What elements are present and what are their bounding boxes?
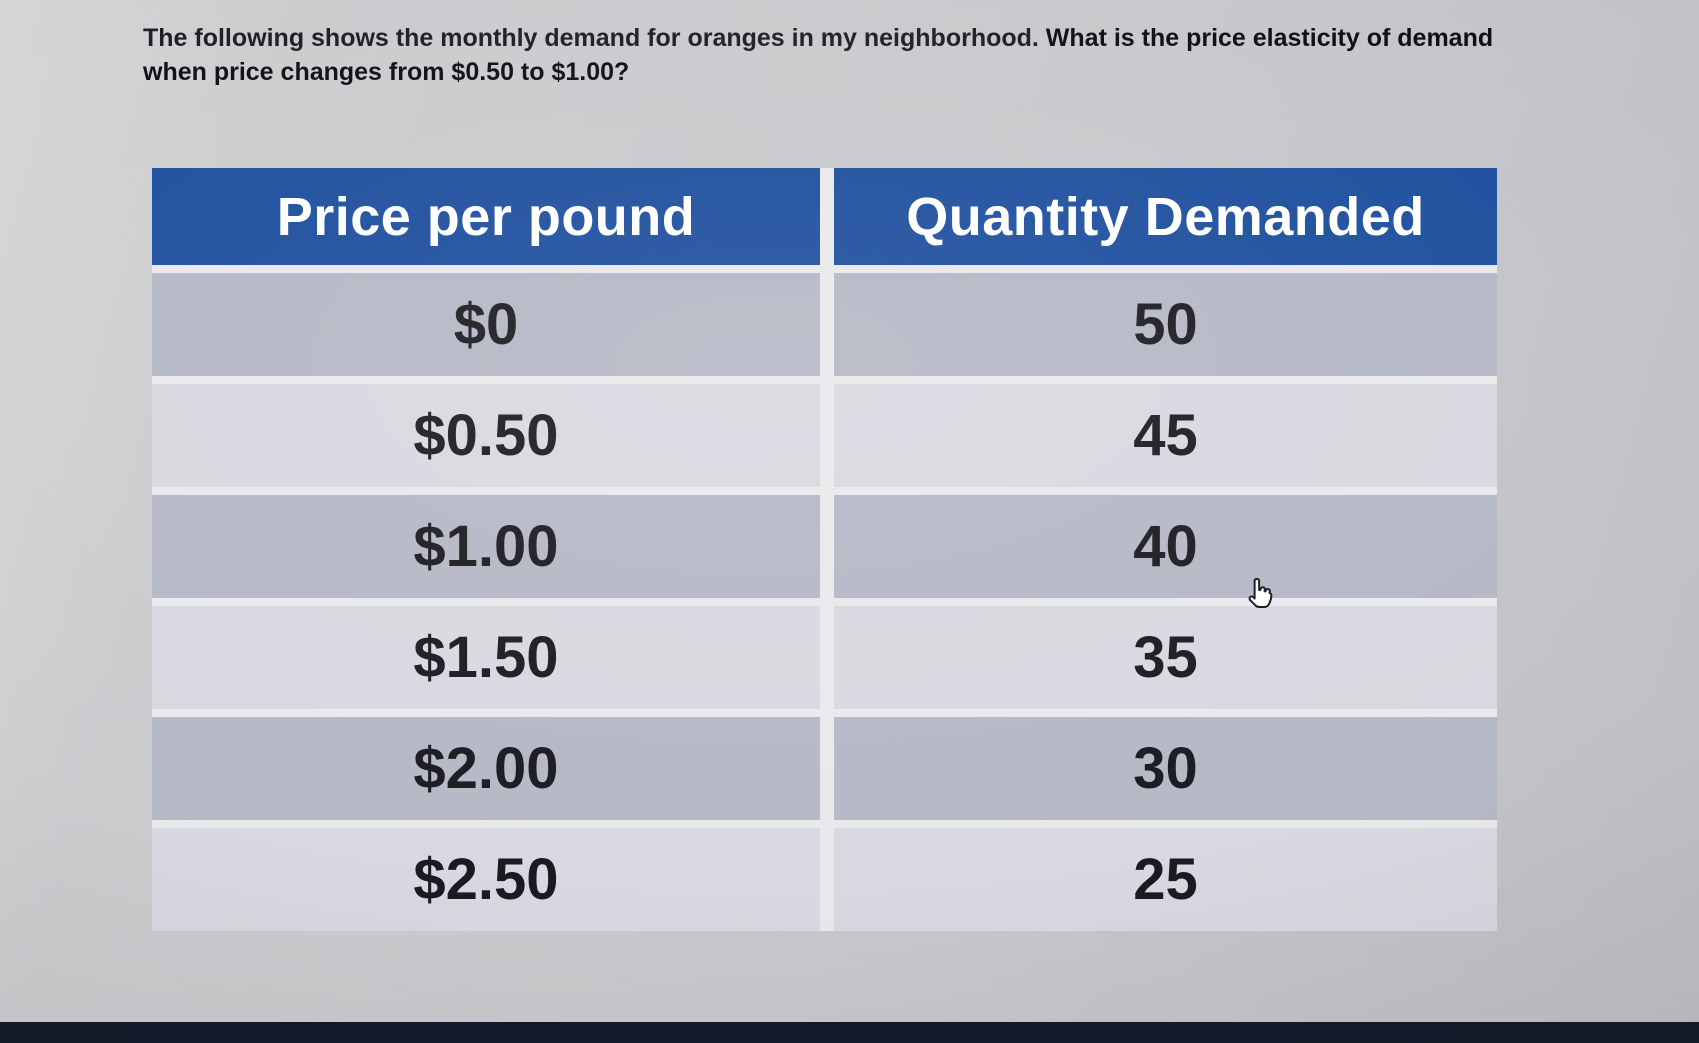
quantity-cell: 45 bbox=[834, 384, 1497, 487]
column-header-price: Price per pound bbox=[152, 168, 820, 265]
price-cell: $2.00 bbox=[152, 717, 820, 820]
quantity-cell: 35 bbox=[834, 606, 1497, 709]
demand-table: Price per pound Quantity Demanded $0 50 … bbox=[152, 168, 1497, 931]
price-cell: $0 bbox=[152, 273, 820, 376]
price-cell: $2.50 bbox=[152, 828, 820, 931]
question-emphasis: What is the price elasticity of demand w… bbox=[143, 24, 1494, 86]
column-header-quantity: Quantity Demanded bbox=[834, 168, 1497, 265]
question-text: The following shows the monthly demand f… bbox=[143, 22, 1511, 89]
price-cell: $0.50 bbox=[152, 384, 820, 487]
price-cell: $1.00 bbox=[152, 495, 820, 598]
quantity-cell: 40 bbox=[834, 495, 1497, 598]
quantity-cell: 50 bbox=[834, 273, 1497, 376]
price-cell: $1.50 bbox=[152, 606, 820, 709]
quantity-cell: 25 bbox=[834, 828, 1497, 931]
bottom-screen-edge bbox=[0, 1022, 1699, 1043]
quantity-cell: 30 bbox=[834, 717, 1497, 820]
question-intro: The following shows the monthly demand f… bbox=[143, 24, 1046, 52]
